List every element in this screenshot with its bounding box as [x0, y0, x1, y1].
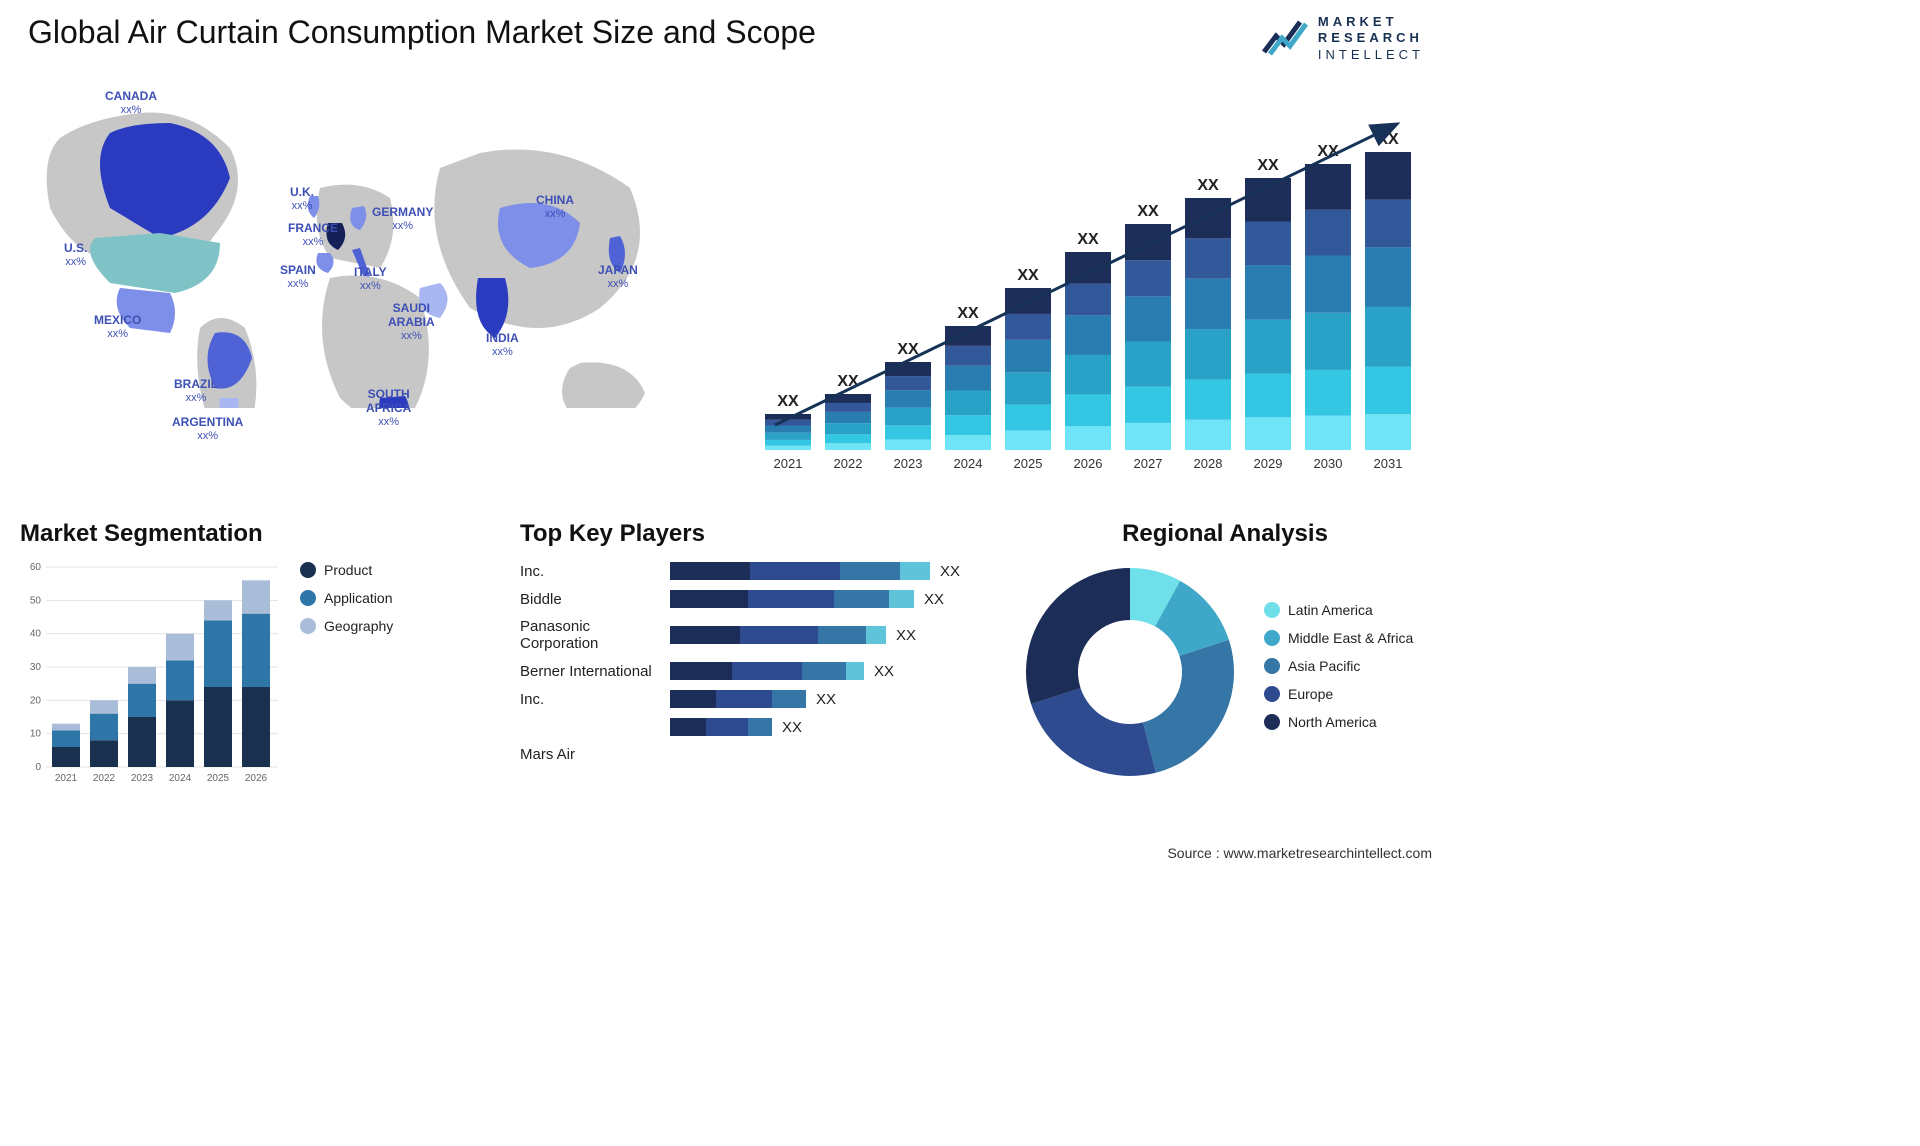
player-row: BiddleXX [520, 590, 1000, 608]
segmentation-legend: Product Application Geography [300, 562, 393, 792]
segmentation-title: Market Segmentation [20, 520, 490, 548]
logo: MARKET RESEARCH INTELLECT [1262, 14, 1424, 63]
players-title: Top Key Players [520, 520, 1000, 548]
logo-line3: INTELLECT [1318, 47, 1424, 63]
forecast-chart: XX 2021 XX 2022 XX 2023 XX 2024 XX 2025 XX 2026 XX 20… [745, 90, 1425, 480]
map-label: MEXICOxx% [94, 314, 141, 340]
svg-text:XX: XX [1017, 267, 1039, 284]
svg-text:60: 60 [30, 562, 42, 573]
regional-legend: Latin America Middle East & Africa Asia Pa… [1264, 602, 1413, 742]
svg-text:2026: 2026 [1074, 456, 1103, 471]
map-label: ITALYxx% [354, 266, 387, 292]
svg-text:2030: 2030 [1314, 456, 1343, 471]
svg-text:XX: XX [1137, 203, 1159, 220]
map-label: GERMANYxx% [372, 206, 433, 232]
logo-line2: RESEARCH [1318, 30, 1424, 46]
legend-item: Product [300, 562, 393, 578]
map-label: U.K.xx% [290, 186, 314, 212]
svg-text:XX: XX [1077, 231, 1099, 248]
svg-text:XX: XX [957, 305, 979, 322]
segmentation-section: Market Segmentation 0 10 20 30 40 50 60 2021 202… [20, 520, 490, 860]
player-row: XX [520, 718, 1000, 736]
world-map: CANADAxx%U.S.xx%MEXICOxx%BRAZILxx%ARGENT… [20, 78, 720, 408]
svg-text:2028: 2028 [1194, 456, 1223, 471]
legend-item: Geography [300, 618, 393, 634]
regional-title: Regional Analysis [1020, 520, 1430, 548]
svg-text:2029: 2029 [1254, 456, 1283, 471]
svg-text:2027: 2027 [1134, 456, 1163, 471]
svg-text:2022: 2022 [93, 773, 116, 784]
map-label: JAPANxx% [598, 264, 638, 290]
svg-text:2023: 2023 [894, 456, 923, 471]
svg-text:XX: XX [1197, 177, 1219, 194]
map-label: SPAINxx% [280, 264, 316, 290]
svg-text:2021: 2021 [774, 456, 803, 471]
svg-text:2025: 2025 [1014, 456, 1043, 471]
svg-text:20: 20 [30, 695, 42, 706]
svg-text:2023: 2023 [131, 773, 154, 784]
map-label: BRAZILxx% [174, 378, 218, 404]
legend-item: Application [300, 590, 393, 606]
legend-item: Middle East & Africa [1264, 630, 1413, 646]
svg-text:XX: XX [1257, 157, 1279, 174]
logo-line1: MARKET [1318, 14, 1424, 30]
svg-text:2021: 2021 [55, 773, 78, 784]
map-label: U.S.xx% [64, 242, 87, 268]
map-label: CHINAxx% [536, 194, 574, 220]
svg-text:40: 40 [30, 629, 42, 640]
map-label: SOUTHAFRICAxx% [366, 388, 411, 428]
svg-text:2026: 2026 [245, 773, 268, 784]
player-row: Inc.XX [520, 562, 1000, 580]
map-label: SAUDIARABIAxx% [388, 302, 435, 342]
svg-text:2022: 2022 [834, 456, 863, 471]
map-label: FRANCExx% [288, 222, 338, 248]
players-section: Top Key Players Inc.XX BiddleXX Panasonic … [520, 520, 1000, 860]
legend-item: Europe [1264, 686, 1413, 702]
map-label: INDIAxx% [486, 332, 519, 358]
svg-text:0: 0 [35, 762, 41, 773]
player-row: Inc.XX [520, 690, 1000, 708]
svg-text:2031: 2031 [1374, 456, 1403, 471]
player-row: Panasonic CorporationXX [520, 618, 1000, 652]
svg-text:2024: 2024 [169, 773, 192, 784]
source-credit: Source : www.marketresearchintellect.com [1167, 845, 1432, 861]
regional-section: Regional Analysis Latin America Middle Ea… [1020, 520, 1430, 860]
svg-text:2024: 2024 [954, 456, 983, 471]
svg-text:2025: 2025 [207, 773, 230, 784]
legend-item: Latin America [1264, 602, 1413, 618]
logo-icon [1262, 18, 1312, 58]
svg-text:50: 50 [30, 595, 42, 606]
legend-item: North America [1264, 714, 1413, 730]
player-row: Berner InternationalXX [520, 662, 1000, 680]
svg-text:XX: XX [777, 393, 799, 410]
map-label: ARGENTINAxx% [172, 416, 243, 442]
players-extra: Mars Air [520, 746, 1000, 763]
svg-text:30: 30 [30, 662, 42, 673]
page-title: Global Air Curtain Consumption Market Si… [28, 14, 816, 51]
svg-text:10: 10 [30, 729, 42, 740]
legend-item: Asia Pacific [1264, 658, 1413, 674]
map-label: CANADAxx% [105, 90, 157, 116]
